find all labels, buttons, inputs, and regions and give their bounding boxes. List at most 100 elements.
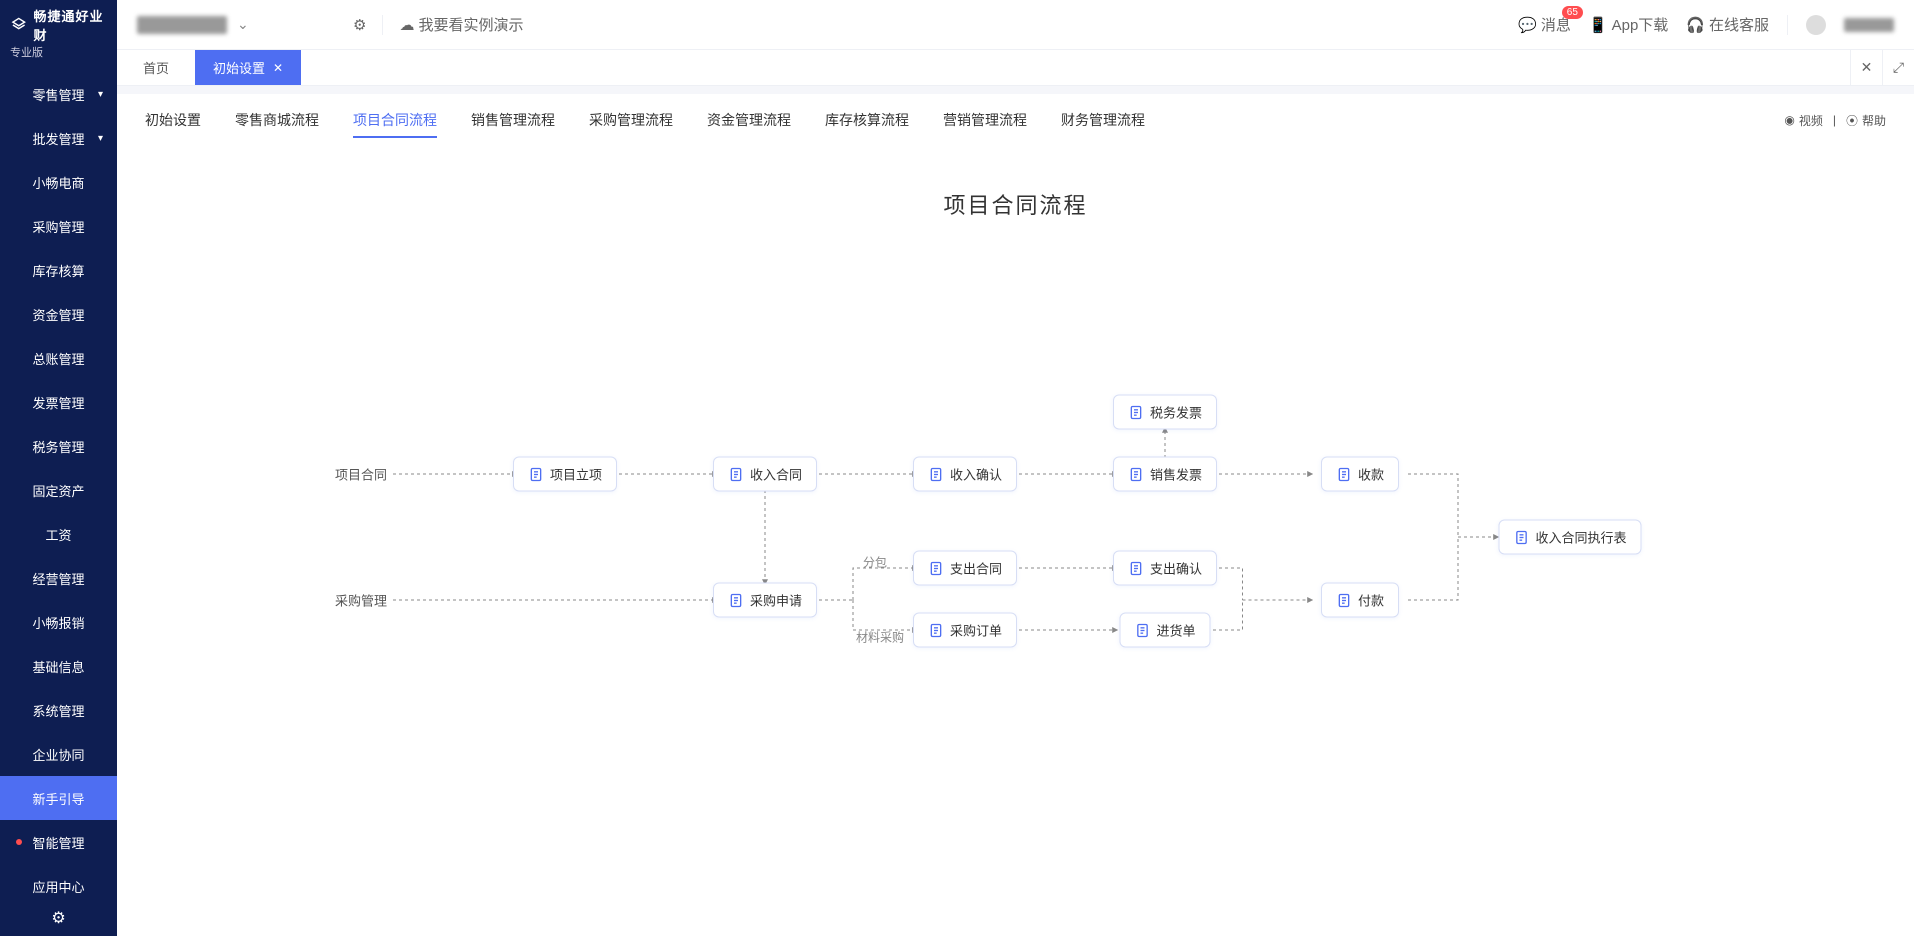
flow-node-n_sk[interactable]: 收款 <box>1321 457 1399 492</box>
document-icon <box>928 622 944 638</box>
sidebar-item-15[interactable]: 企业协同 <box>0 732 117 776</box>
messages-button[interactable]: 💬 消息 65 <box>1518 14 1571 35</box>
sidebar-item-5[interactable]: 资金管理 <box>0 292 117 336</box>
flow-node-n_xsfp[interactable]: 销售发票 <box>1113 457 1217 492</box>
help-link[interactable]: ⦿ 帮助 <box>1846 112 1886 129</box>
flow-node-n_zcht[interactable]: 支出合同 <box>913 551 1017 586</box>
brand-name: 畅捷通好业财 <box>34 6 108 44</box>
document-icon <box>1128 404 1144 420</box>
subtab-7[interactable]: 营销管理流程 <box>943 96 1027 144</box>
sidebar-item-8[interactable]: 税务管理 <box>0 424 117 468</box>
settings-gear-icon[interactable]: ⚙ <box>51 908 65 928</box>
app-download-button[interactable]: 📱 App下载 <box>1589 14 1668 35</box>
sidebar-item-16[interactable]: 新手引导 <box>0 776 117 820</box>
document-icon <box>928 560 944 576</box>
node-label: 项目立项 <box>550 465 602 484</box>
chevron-down-icon <box>237 16 249 34</box>
document-icon <box>928 466 944 482</box>
flow-node-n_swfp[interactable]: 税务发票 <box>1113 395 1217 430</box>
sidebar-item-3[interactable]: 采购管理 <box>0 204 117 248</box>
subtab-4[interactable]: 采购管理流程 <box>589 96 673 144</box>
flow-node-n_zcqr[interactable]: 支出确认 <box>1113 551 1217 586</box>
messages-badge: 65 <box>1562 6 1583 19</box>
document-icon <box>1128 560 1144 576</box>
sidebar-item-6[interactable]: 总账管理 <box>0 336 117 380</box>
flow-node-n_srht[interactable]: 收入合同 <box>713 457 817 492</box>
sidebar-item-2[interactable]: 小畅电商 <box>0 160 117 204</box>
company-selector[interactable] <box>137 16 337 34</box>
online-service-button[interactable]: 🎧 在线客服 <box>1686 14 1769 35</box>
node-label: 收款 <box>1358 465 1384 484</box>
brand-logo: 畅捷通好业财 <box>0 0 117 50</box>
document-icon <box>1128 466 1144 482</box>
brand-edition: 专业版 <box>0 44 117 60</box>
panel: 初始设置零售商城流程项目合同流程销售管理流程采购管理流程资金管理流程库存核算流程… <box>117 94 1914 936</box>
sidebar-item-1[interactable]: 批发管理▾ <box>0 116 117 160</box>
sidebar-footer: ⚙ <box>0 900 117 936</box>
subtab-8[interactable]: 财务管理流程 <box>1061 96 1145 144</box>
edge-label-el_cl: 材料采购 <box>856 629 904 646</box>
node-label: 税务发票 <box>1150 403 1202 422</box>
topbar-right: 💬 消息 65 📱 App下载 🎧 在线客服 <box>1518 14 1894 35</box>
flow-node-n_jhd[interactable]: 进货单 <box>1119 613 1210 648</box>
flow-node-n_xmli[interactable]: 项目立项 <box>513 457 617 492</box>
document-icon <box>728 592 744 608</box>
sidebar-item-9[interactable]: 固定资产 <box>0 468 117 512</box>
content: 初始设置零售商城流程项目合同流程销售管理流程采购管理流程资金管理流程库存核算流程… <box>117 86 1914 936</box>
subtab-3[interactable]: 销售管理流程 <box>471 96 555 144</box>
video-link[interactable]: ◉ 视频 <box>1784 112 1823 129</box>
node-label: 支出确认 <box>1150 559 1202 578</box>
divider <box>1787 15 1788 35</box>
tab-active[interactable]: 初始设置 ✕ <box>195 50 301 85</box>
user-avatar[interactable] <box>1806 15 1826 35</box>
tab-tools: ✕ ⤢ <box>1850 50 1914 86</box>
user-name <box>1844 18 1894 32</box>
settings-icon-button[interactable]: ⚙ <box>353 16 366 34</box>
document-icon <box>1336 466 1352 482</box>
subtab-2[interactable]: 项目合同流程 <box>353 96 437 144</box>
node-label: 进货单 <box>1156 621 1195 640</box>
node-label: 付款 <box>1358 591 1384 610</box>
tab-home[interactable]: 首页 <box>117 50 195 85</box>
flow-node-n_srqr[interactable]: 收入确认 <box>913 457 1017 492</box>
node-label: 收入合同 <box>750 465 802 484</box>
topbar: ⚙ ☁ 我要看实例演示 💬 消息 65 📱 App下载 🎧 在线客服 <box>117 0 1914 50</box>
demo-link[interactable]: ☁ 我要看实例演示 <box>399 14 523 35</box>
subtab-6[interactable]: 库存核算流程 <box>825 96 909 144</box>
sidebar-item-13[interactable]: 基础信息 <box>0 644 117 688</box>
subtabs: 初始设置零售商城流程项目合同流程销售管理流程采购管理流程资金管理流程库存核算流程… <box>145 94 1886 146</box>
sidebar-item-7[interactable]: 发票管理 <box>0 380 117 424</box>
tab-active-label: 初始设置 <box>213 58 265 77</box>
fullscreen-icon[interactable]: ⤢ <box>1882 50 1914 86</box>
sidebar-item-10[interactable]: 工资 <box>0 512 117 556</box>
document-icon <box>1134 622 1150 638</box>
app-download-label: App下载 <box>1612 14 1669 35</box>
flow-node-n_cgsq[interactable]: 采购申请 <box>713 583 817 618</box>
tab-close-icon[interactable]: ✕ <box>273 61 283 75</box>
sidebar-item-17[interactable]: 智能管理 <box>0 820 117 864</box>
flow-node-n_srhtzxb[interactable]: 收入合同执行表 <box>1498 520 1641 555</box>
subtab-1[interactable]: 零售商城流程 <box>235 96 319 144</box>
document-icon <box>1336 592 1352 608</box>
sidebar-item-4[interactable]: 库存核算 <box>0 248 117 292</box>
subtab-0[interactable]: 初始设置 <box>145 96 201 144</box>
message-icon: 💬 <box>1518 16 1537 34</box>
document-icon <box>1513 529 1529 545</box>
node-label: 收入确认 <box>950 465 1002 484</box>
sidebar-item-12[interactable]: 小畅报销 <box>0 600 117 644</box>
flow-node-n_cgdd[interactable]: 采购订单 <box>913 613 1017 648</box>
edge-label-el_fb: 分包 <box>863 554 887 571</box>
close-all-icon[interactable]: ✕ <box>1850 50 1882 86</box>
flow-node-n_fk[interactable]: 付款 <box>1321 583 1399 618</box>
caret-down-icon: ▾ <box>98 89 103 100</box>
sidebar-item-0[interactable]: 零售管理▾ <box>0 72 117 116</box>
node-label: 销售发票 <box>1150 465 1202 484</box>
sidebar-item-14[interactable]: 系统管理 <box>0 688 117 732</box>
phone-icon: 📱 <box>1589 16 1608 34</box>
sidebar-item-11[interactable]: 经营管理 <box>0 556 117 600</box>
brand-icon <box>10 15 28 35</box>
caret-down-icon: ▾ <box>98 133 103 144</box>
demo-link-label: 我要看实例演示 <box>418 14 523 35</box>
document-icon <box>728 466 744 482</box>
subtab-5[interactable]: 资金管理流程 <box>707 96 791 144</box>
